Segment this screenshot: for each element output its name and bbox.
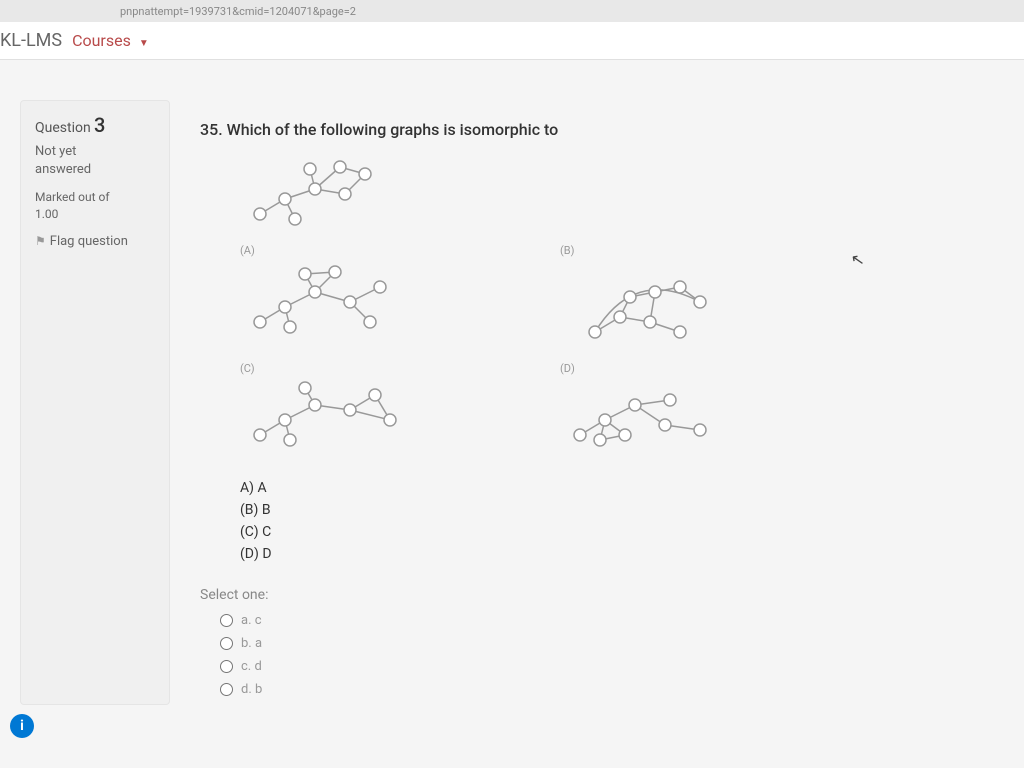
radio-b-label: b. a: [241, 636, 262, 651]
option-c-cell: (C): [240, 362, 520, 450]
radio-c-label: c. d: [241, 659, 262, 674]
options-grid: (A): [240, 244, 1004, 450]
info-badge-icon[interactable]: i: [10, 714, 34, 738]
lms-label: KL-LMS: [0, 30, 62, 51]
url-bar: pnpnattempt=1939731&cmid=1204071&page=2: [0, 0, 1024, 22]
status-text: Not yet answered: [35, 143, 155, 179]
select-section: Select one: a. c b. a c. d d. b: [200, 587, 1004, 697]
radio-a[interactable]: [220, 614, 233, 627]
option-a-label: (A): [240, 244, 520, 257]
graph-c: [240, 380, 420, 450]
flag-icon: ⚑: [35, 233, 46, 250]
radio-a-label: a. c: [241, 613, 262, 628]
main-graph: [240, 159, 1004, 229]
reference-graph: [240, 159, 400, 229]
answer-a: A) A: [240, 480, 1004, 496]
graphs-container: (A): [240, 159, 1004, 450]
radio-d-label: d. b: [241, 682, 262, 697]
option-d-label: (D): [560, 362, 840, 375]
chevron-down-icon: ▼: [139, 38, 149, 49]
answer-b: (B) B: [240, 502, 1004, 518]
radio-option-b[interactable]: b. a: [220, 636, 1004, 651]
courses-link[interactable]: Courses ▼: [72, 31, 149, 50]
graph-b: [560, 262, 740, 352]
radio-c[interactable]: [220, 660, 233, 673]
url-text: pnpnattempt=1939731&cmid=1204071&page=2: [120, 5, 356, 18]
option-a-cell: (A): [240, 244, 520, 352]
radio-option-d[interactable]: d. b: [220, 682, 1004, 697]
question-info-panel: Question 3 Not yet answered Marked out o…: [20, 100, 170, 705]
flag-question-link[interactable]: ⚑ Flag question: [35, 233, 155, 251]
question-content: 35. Which of the following graphs is iso…: [200, 100, 1004, 705]
radio-d[interactable]: [220, 683, 233, 696]
radio-b[interactable]: [220, 637, 233, 650]
question-number: 3: [94, 113, 105, 137]
marked-text: Marked out of 1.00: [35, 189, 155, 223]
radio-option-c[interactable]: c. d: [220, 659, 1004, 674]
answer-options: A) A (B) B (C) C (D) D: [240, 480, 1004, 562]
question-label: Question: [35, 120, 91, 136]
radio-option-a[interactable]: a. c: [220, 613, 1004, 628]
graph-d: [560, 380, 740, 450]
answer-c: (C) C: [240, 524, 1004, 540]
main-area: Question 3 Not yet answered Marked out o…: [0, 60, 1024, 725]
option-b-cell: (B): [560, 244, 840, 352]
nav-bar: KL-LMS Courses ▼: [0, 22, 1024, 60]
option-b-label: (B): [560, 244, 840, 257]
option-c-label: (C): [240, 362, 520, 375]
cursor-icon: ↖: [849, 249, 866, 270]
answer-d: (D) D: [240, 546, 1004, 562]
select-label: Select one:: [200, 587, 1004, 603]
question-text: 35. Which of the following graphs is iso…: [200, 120, 1004, 139]
option-d-cell: (D): [560, 362, 840, 450]
graph-a: [240, 262, 420, 337]
